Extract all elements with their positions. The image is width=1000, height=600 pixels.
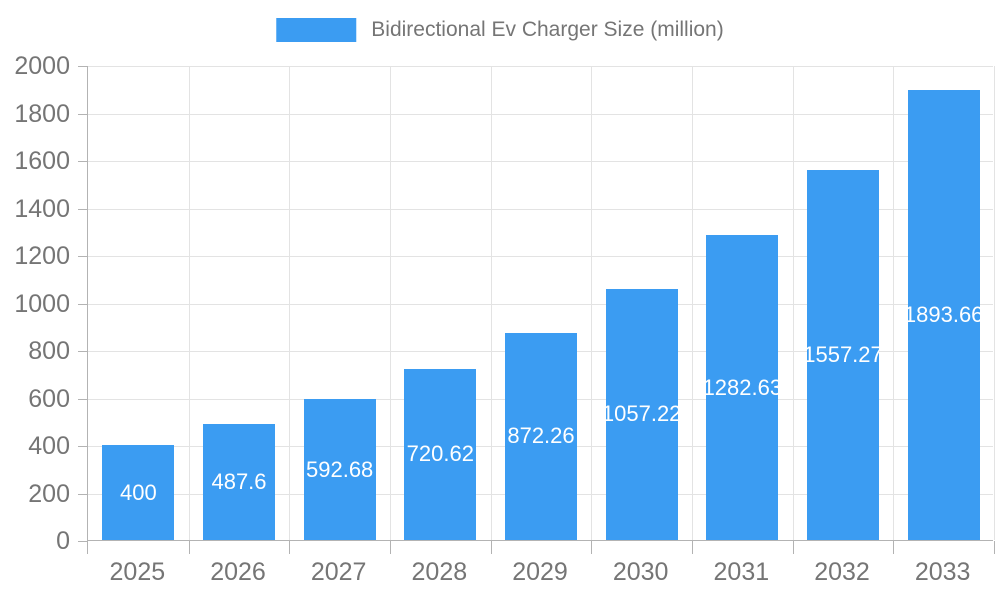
x-gridline (893, 66, 895, 540)
x-tick (994, 541, 995, 554)
y-axis-tick-label: 1800 (14, 99, 70, 128)
bar-2033: 1893.66 (907, 90, 980, 540)
y-tick (78, 208, 87, 210)
y-tick (78, 493, 87, 495)
y-axis-tick-label: 600 (28, 384, 70, 413)
x-tick (591, 541, 593, 554)
y-tick (78, 446, 87, 447)
bar-2031: 1282.63 (706, 235, 779, 540)
bar-2028: 720.62 (404, 368, 477, 540)
y-gridline (88, 256, 993, 257)
bar-value-label: 1893.66 (907, 302, 980, 328)
y-gridline (88, 303, 993, 305)
x-tick (390, 541, 391, 554)
y-axis-tick-label: 400 (28, 432, 70, 460)
bar-value-label: 720.62 (406, 441, 474, 467)
bar-value-label: 1557.27 (807, 342, 879, 368)
legend-label: Bidirectional Ev Charger Size (million) (371, 18, 724, 41)
y-gridline (88, 208, 993, 210)
x-axis-tick-label: 2028 (411, 558, 468, 586)
bar-2026: 487.6 (203, 424, 275, 540)
x-tick (289, 541, 291, 554)
x-gridline (591, 66, 593, 540)
bar-value-label: 1282.63 (706, 374, 779, 400)
y-axis-tick-label: 1000 (14, 289, 70, 318)
y-tick (78, 113, 87, 115)
x-tick (893, 541, 895, 554)
y-axis-tick-label: 2000 (14, 52, 70, 80)
y-gridline (88, 66, 993, 67)
bar-value-label: 400 (119, 479, 157, 505)
x-axis-origin-tick (87, 541, 88, 554)
bar-value-label: 592.68 (306, 456, 374, 482)
y-tick (78, 398, 87, 400)
y-axis-tick-label: 1400 (14, 194, 70, 223)
y-tick (78, 351, 87, 352)
x-axis-tick-label: 2030 (612, 558, 669, 586)
x-axis-tick-label: 2031 (713, 558, 770, 586)
x-axis-tick-label: 2025 (109, 558, 166, 586)
x-axis-tick-label: 2033 (914, 558, 971, 586)
y-gridline (88, 113, 993, 115)
x-tick (188, 541, 190, 554)
y-tick (78, 161, 87, 162)
bar-2029: 872.26 (505, 332, 577, 540)
y-tick (78, 303, 87, 305)
x-tick (692, 541, 693, 554)
x-axis-tick-label: 2032 (814, 558, 870, 586)
y-axis-tick-label: 1600 (14, 147, 70, 175)
chart-legend: Bidirectional Ev Charger Size (million) (276, 18, 724, 42)
x-axis-tick-label: 2027 (310, 558, 367, 586)
bar-value-label: 872.26 (507, 423, 575, 449)
y-axis-tick-label: 200 (28, 479, 70, 508)
bar-2027: 592.68 (303, 399, 376, 540)
x-gridline (289, 66, 291, 540)
y-axis-tick-label: 800 (28, 337, 70, 365)
x-gridline (792, 66, 794, 540)
y-tick (78, 66, 87, 67)
x-gridline (490, 66, 492, 540)
x-gridline (390, 66, 391, 540)
x-gridline (188, 66, 190, 540)
y-tick (78, 256, 87, 257)
x-tick (792, 541, 794, 554)
y-gridline (88, 161, 993, 162)
bar-value-label: 1057.22 (605, 401, 678, 427)
plot-area: 400 487.6 592.68 720.62 872.26 1057.22 1282.63… (78, 66, 995, 554)
legend-swatch (276, 18, 357, 42)
x-gridline (692, 66, 693, 540)
x-axis-tick-label: 2026 (210, 558, 266, 586)
bar-value-label: 487.6 (211, 469, 267, 495)
y-tick (78, 541, 87, 542)
x-tick (490, 541, 492, 554)
y-axis-tick-label: 0 (56, 527, 70, 555)
y-axis-tick-label: 1200 (14, 242, 70, 270)
x-gridline (994, 66, 995, 540)
x-axis-tick-label: 2029 (512, 558, 568, 586)
bar-2030: 1057.22 (605, 288, 678, 540)
bar-2032: 1557.27 (807, 170, 879, 540)
bar-2025: 400 (102, 445, 175, 540)
